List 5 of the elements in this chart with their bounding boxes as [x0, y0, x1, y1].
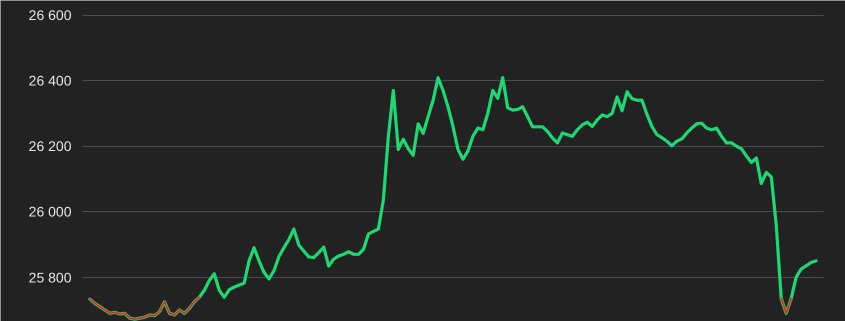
y-tick-label: 26 600 [28, 7, 72, 24]
y-tick-label: 26 000 [28, 204, 72, 220]
y-tick-label: 26 400 [28, 72, 72, 89]
y-tick-label: 25 800 [28, 269, 72, 286]
y-tick-label: 26 200 [28, 138, 72, 154]
